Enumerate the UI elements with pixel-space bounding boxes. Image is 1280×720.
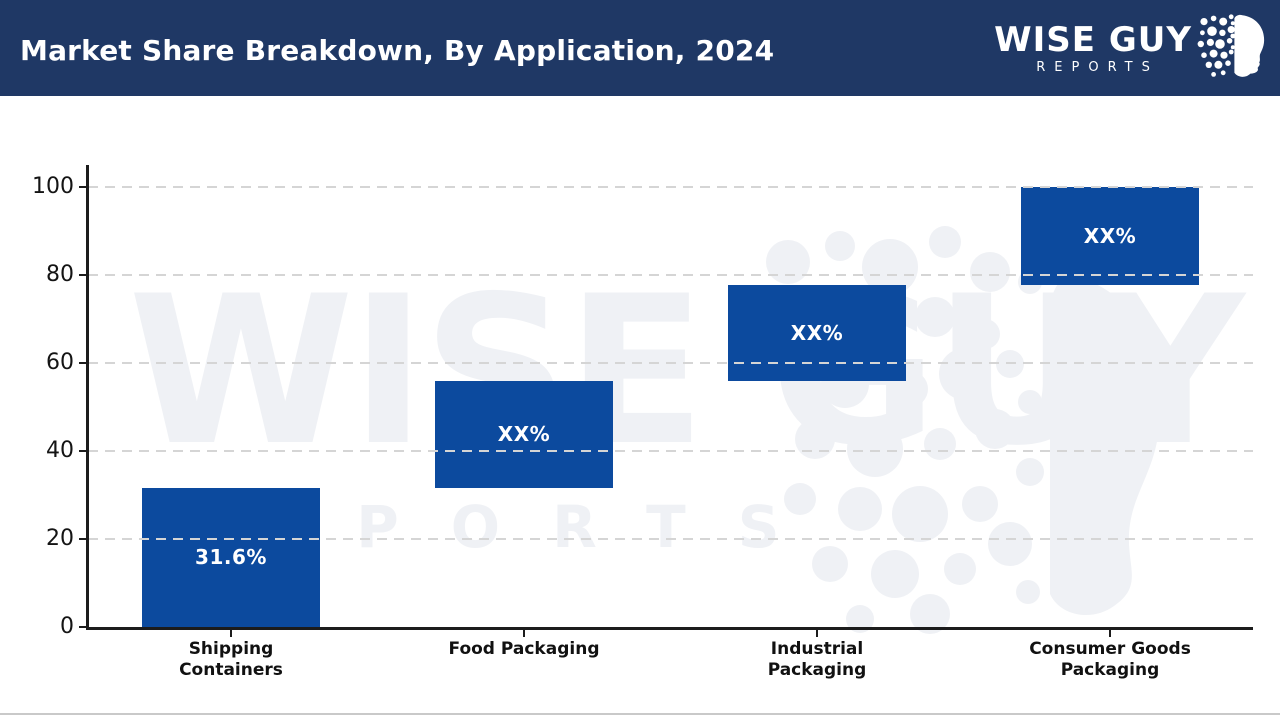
- bar-segment: 31.6%: [142, 487, 320, 627]
- logo-text-block: WISE GUY REPORTS: [994, 22, 1192, 75]
- header-bar: Market Share Breakdown, By Application, …: [0, 0, 1280, 96]
- y-tick-label: 60: [46, 350, 74, 375]
- y-tick-label: 20: [46, 526, 74, 551]
- bar-value-label: XX%: [1083, 224, 1137, 249]
- bar-segment: XX%: [728, 285, 906, 382]
- logo-name: WISE GUY: [994, 19, 1192, 60]
- bar-value-label: XX%: [497, 422, 551, 447]
- category-label: Industrial Packaging: [697, 639, 937, 681]
- gridline: [88, 450, 1253, 452]
- y-tick-mark: [79, 626, 88, 628]
- y-tick-label: 0: [60, 614, 74, 639]
- x-tick-mark: [230, 629, 232, 637]
- category-label-line: Packaging: [767, 660, 867, 680]
- category-label-line: Shipping: [188, 639, 274, 659]
- category-label-line: Consumer Goods: [1029, 639, 1191, 659]
- x-tick-mark: [816, 629, 818, 637]
- bar-segment: XX%: [435, 381, 613, 488]
- category-label: Food Packaging: [404, 639, 644, 660]
- gridline: [88, 186, 1253, 188]
- wise-guy-logo: WISE GUY REPORTS: [994, 6, 1268, 90]
- y-tick-mark: [79, 450, 88, 452]
- gridline: [88, 362, 1253, 364]
- category-label-line: Packaging: [1060, 660, 1160, 680]
- bar-value-label: XX%: [790, 321, 844, 346]
- category-label: Consumer Goods Packaging: [990, 639, 1230, 681]
- y-tick-mark: [79, 186, 88, 188]
- y-tick-label: 40: [46, 438, 74, 463]
- wise-guy-face-icon: [1197, 14, 1265, 77]
- category-label-line: Food Packaging: [448, 639, 600, 659]
- x-axis-line: [86, 627, 1253, 630]
- y-tick-mark: [79, 274, 88, 276]
- category-label-line: Containers: [179, 660, 283, 680]
- category-label-line: Industrial: [770, 639, 864, 659]
- bar-value-label: 31.6%: [195, 545, 267, 570]
- y-tick-mark: [79, 362, 88, 364]
- logo-subtitle: REPORTS: [1036, 59, 1159, 75]
- bar-segment: XX%: [1021, 187, 1199, 286]
- gridline: [88, 274, 1253, 276]
- bottom-divider: [0, 713, 1280, 715]
- category-label: Shipping Containers: [111, 639, 351, 681]
- y-tick-mark: [79, 538, 88, 540]
- gridline: [88, 538, 1253, 540]
- y-axis-line: [86, 165, 89, 629]
- y-tick-label: 80: [46, 262, 74, 287]
- y-tick-label: 100: [32, 174, 74, 199]
- x-tick-mark: [523, 629, 525, 637]
- page-title: Market Share Breakdown, By Application, …: [20, 33, 775, 67]
- x-tick-mark: [1109, 629, 1111, 637]
